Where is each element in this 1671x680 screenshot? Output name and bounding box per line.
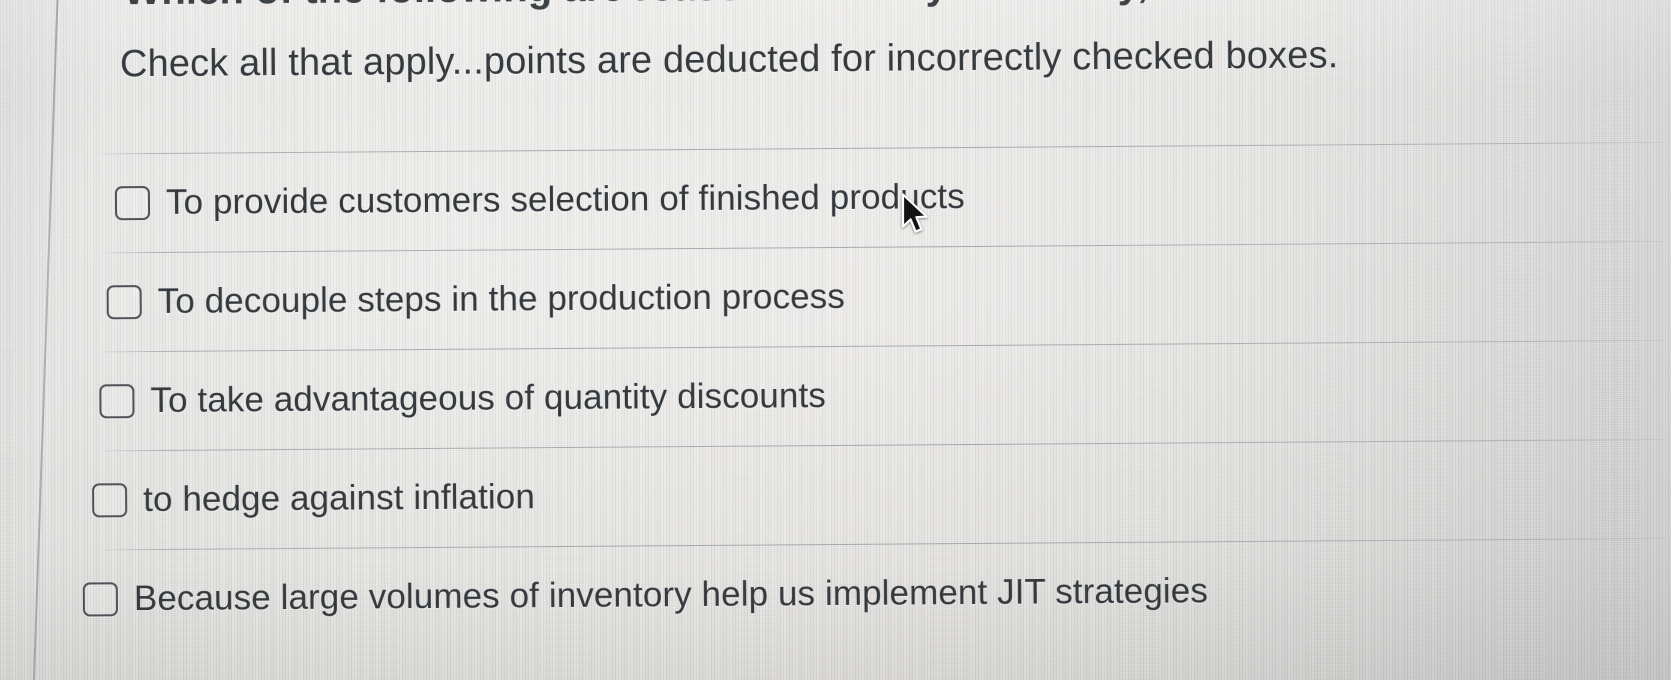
option-label: To take advantageous of quantity discoun… <box>150 376 827 421</box>
option-label: Because large volumes of inventory help … <box>133 571 1209 619</box>
option-content[interactable]: to hedge against inflation <box>92 477 535 520</box>
checkbox-unchecked-icon[interactable] <box>99 384 135 419</box>
option-label: to hedge against inflation <box>143 477 536 520</box>
option-label: To provide customers selection of finish… <box>165 177 965 222</box>
page-title: Check all that apply...points are deduct… <box>119 34 1339 86</box>
checkbox-unchecked-icon[interactable] <box>82 582 119 617</box>
clipped-question-line: Which of the following are reasons to ca… <box>123 0 1583 14</box>
option-content[interactable]: To provide customers selection of finish… <box>114 177 965 223</box>
option-row-3[interactable]: To take advantageous of quantity discoun… <box>0 339 1671 451</box>
option-row-2[interactable]: To decouple steps in the production proc… <box>0 240 1671 352</box>
checkbox-unchecked-icon[interactable] <box>92 483 128 518</box>
checkbox-unchecked-icon[interactable] <box>106 285 142 320</box>
row-divider <box>102 141 1663 155</box>
option-row-1[interactable]: To provide customers selection of finish… <box>0 141 1670 253</box>
option-content[interactable]: To take advantageous of quantity discoun… <box>99 376 826 421</box>
option-content[interactable]: Because large volumes of inventory help … <box>82 571 1209 619</box>
option-label: To decouple steps in the production proc… <box>157 276 846 321</box>
option-content[interactable]: To decouple steps in the production proc… <box>106 276 846 322</box>
checkbox-unchecked-icon[interactable] <box>114 186 151 221</box>
option-row-5[interactable]: Because large volumes of inventory help … <box>2 537 1671 649</box>
option-row-4[interactable]: to hedge against inflation <box>1 438 1671 550</box>
